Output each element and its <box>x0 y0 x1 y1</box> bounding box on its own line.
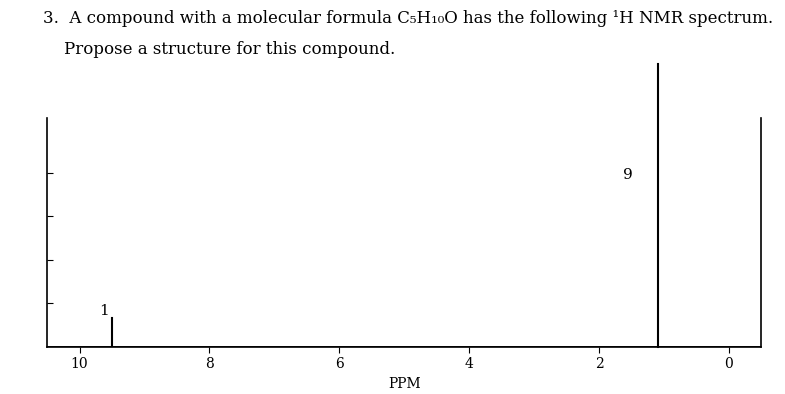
Text: 1: 1 <box>100 304 109 318</box>
X-axis label: PPM: PPM <box>388 377 421 391</box>
Text: 9: 9 <box>623 168 633 182</box>
Text: 3.  A compound with a molecular formula C₅H₁₀O has the following ¹H NMR spectrum: 3. A compound with a molecular formula C… <box>43 10 773 27</box>
Text: Propose a structure for this compound.: Propose a structure for this compound. <box>43 41 396 58</box>
